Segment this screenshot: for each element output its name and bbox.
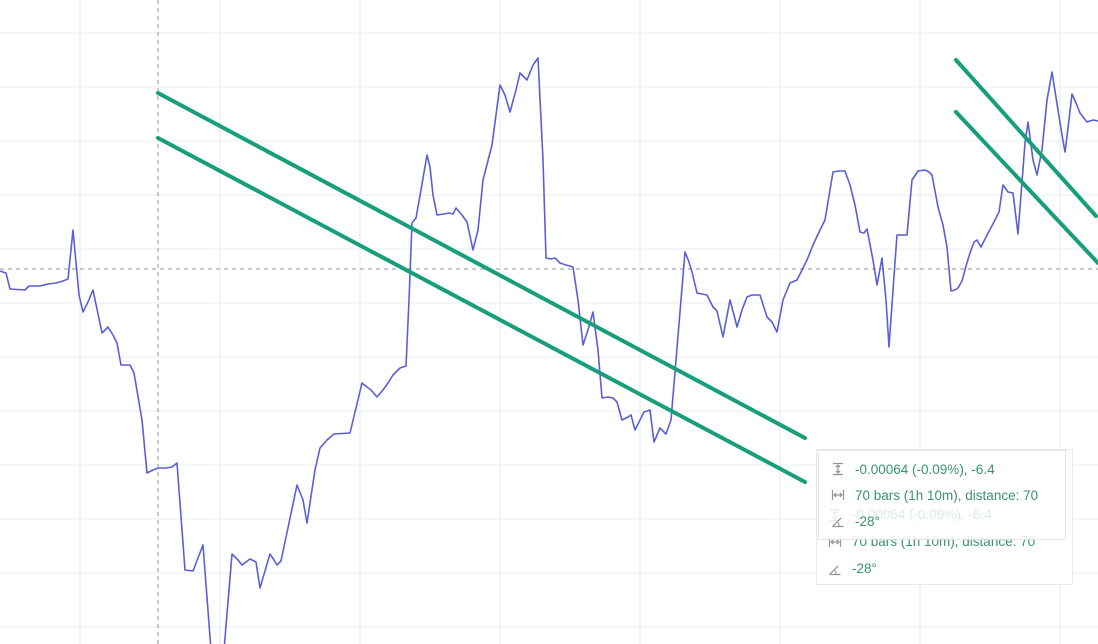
measure-tooltip-front: -0.00064 (-0.09%), -6.4 70 bars (1h 10m),… — [818, 450, 1066, 540]
parallel-channel-trendline[interactable] — [954, 58, 1098, 218]
vertical-range-icon — [830, 461, 846, 477]
measure-tooltip-value: -28° — [855, 513, 880, 529]
parallel-channel-trendline[interactable] — [156, 136, 807, 484]
parallel-channel-trendline[interactable] — [954, 110, 1098, 265]
parallel-channel-trendline[interactable] — [156, 91, 807, 440]
measure-tooltip-value: -0.00064 (-0.09%), -6.4 — [855, 461, 995, 477]
measure-tooltip-row: -0.00064 (-0.09%), -6.4 — [830, 456, 1065, 482]
bars-distance-icon — [830, 487, 846, 503]
measure-tooltip-row: 70 bars (1h 10m), distance: 70 — [830, 482, 1065, 508]
measure-tooltip-row: -28° — [827, 555, 1072, 582]
measure-tooltip-value: 70 bars (1h 10m), distance: 70 — [855, 487, 1039, 503]
measure-tooltip-value: -28° — [852, 561, 877, 576]
measure-tooltip-row: -28° — [830, 508, 1065, 534]
angle-icon — [827, 561, 843, 577]
angle-icon — [830, 513, 846, 529]
